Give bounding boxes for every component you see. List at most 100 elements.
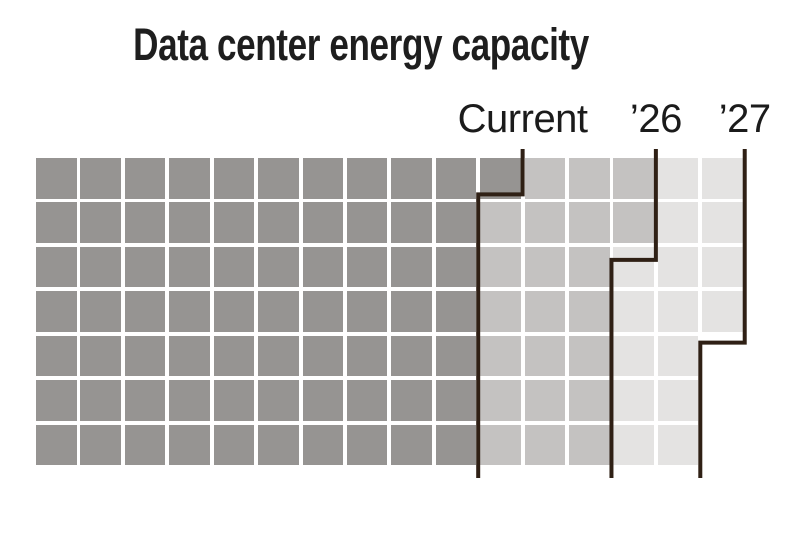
waffle-cell [124, 424, 166, 466]
waffle-cell [169, 335, 210, 377]
waffle-cell [302, 335, 344, 377]
waffle-cell [435, 158, 477, 199]
waffle-cell [524, 246, 566, 288]
waffle-cell [80, 335, 121, 377]
waffle-cell [391, 380, 432, 421]
waffle-cell [569, 380, 610, 421]
waffle-cell [391, 158, 432, 199]
label-27: ’27 [718, 97, 771, 141]
waffle-cell [169, 202, 210, 243]
waffle-cell [435, 202, 477, 243]
waffle-cell [480, 158, 521, 199]
waffle-cell [169, 291, 210, 332]
label-current: Current [457, 97, 588, 141]
waffle-cell [36, 291, 77, 332]
waffle-cell [569, 202, 610, 243]
waffle-cell [657, 202, 699, 243]
waffle-cell [391, 291, 432, 332]
waffle-cell [258, 380, 299, 421]
waffle-cell [613, 380, 654, 421]
waffle-cell [258, 158, 299, 199]
waffle-cell [346, 335, 388, 377]
waffle-cell [524, 424, 566, 466]
waffle-cell [346, 424, 388, 466]
waffle-cell [258, 246, 299, 288]
waffle-cell [435, 335, 477, 377]
waffle-cell [302, 158, 344, 199]
waffle-cell [169, 246, 210, 288]
waffle-cell [302, 202, 344, 243]
waffle-cell [480, 291, 521, 332]
waffle-cell [657, 335, 699, 377]
waffle-cell [524, 380, 566, 421]
waffle-cell [80, 424, 121, 466]
waffle-cell [213, 202, 255, 243]
waffle-cell [435, 380, 477, 421]
waffle-cell [124, 380, 166, 421]
waffle-cell [36, 335, 77, 377]
waffle-cell [569, 291, 610, 332]
waffle-cell [302, 424, 344, 466]
waffle-cell [80, 246, 121, 288]
waffle-cell [569, 246, 610, 288]
waffle-cell [124, 335, 166, 377]
waffle-cell [702, 158, 743, 199]
waffle-cell [524, 158, 566, 199]
waffle-cell [435, 291, 477, 332]
waffle-cell [124, 291, 166, 332]
waffle-cell [702, 291, 743, 332]
waffle-cell [124, 158, 166, 199]
waffle-cell [391, 424, 432, 466]
waffle-cell [213, 291, 255, 332]
waffle-cell [391, 335, 432, 377]
waffle-cell [258, 424, 299, 466]
waffle-cell [213, 158, 255, 199]
waffle-cell [435, 246, 477, 288]
waffle-cell [702, 202, 743, 243]
waffle-cell [613, 202, 654, 243]
waffle-cell [346, 158, 388, 199]
waffle-cell [613, 246, 654, 288]
waffle-cell [657, 380, 699, 421]
waffle-cell [302, 246, 344, 288]
waffle-cell [124, 202, 166, 243]
waffle-cell [213, 335, 255, 377]
waffle-cell [613, 424, 654, 466]
waffle-cell [569, 158, 610, 199]
waffle-cell [480, 380, 521, 421]
waffle-cell [169, 158, 210, 199]
waffle-cell [480, 424, 521, 466]
waffle-cell [258, 335, 299, 377]
waffle-cell [302, 380, 344, 421]
waffle-cell [435, 424, 477, 466]
waffle-cell [657, 291, 699, 332]
waffle-cell [391, 202, 432, 243]
waffle-cell [657, 158, 699, 199]
waffle-cell [346, 202, 388, 243]
waffle-cell [258, 291, 299, 332]
waffle-cell [36, 424, 77, 466]
waffle-cell [480, 202, 521, 243]
waffle-cell [258, 202, 299, 243]
waffle-cell [80, 202, 121, 243]
waffle-cell [169, 380, 210, 421]
waffle-cell [613, 158, 654, 199]
waffle-cell [213, 380, 255, 421]
waffle-cell [569, 335, 610, 377]
waffle-cell [169, 424, 210, 466]
waffle-cell [124, 246, 166, 288]
waffle-cell [569, 424, 610, 466]
waffle-cell [213, 424, 255, 466]
waffle-cell [346, 291, 388, 332]
waffle-cell [346, 380, 388, 421]
waffle-cell [613, 291, 654, 332]
waffle-cell [657, 246, 699, 288]
waffle-cell [80, 291, 121, 332]
waffle-cell [702, 246, 743, 288]
waffle-cell [302, 291, 344, 332]
waffle-cell [657, 424, 699, 466]
waffle-cell [36, 158, 77, 199]
waffle-cell [213, 246, 255, 288]
